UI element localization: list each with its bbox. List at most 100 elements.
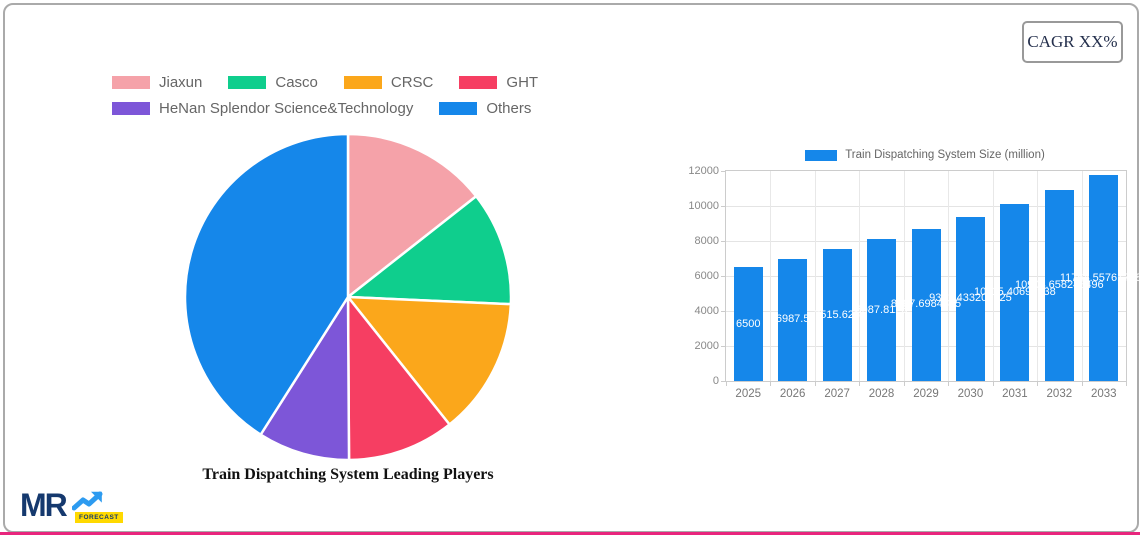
axis-tick [726, 381, 727, 386]
bar-legend-label: Train Dispatching System Size (million) [845, 149, 1045, 161]
gridline [859, 171, 861, 381]
axis-tick [948, 381, 950, 386]
x-tick-label: 2029 [913, 388, 939, 400]
legend-swatch [112, 76, 150, 89]
axis-tick [721, 311, 726, 312]
x-tick-label: 2025 [735, 388, 762, 400]
pie-slice [346, 295, 451, 462]
y-tick-label: 4000 [694, 305, 719, 317]
bar [1044, 190, 1074, 381]
bar [1089, 175, 1119, 381]
bar [867, 239, 897, 381]
y-tick-label: 0 [712, 375, 719, 387]
legend-item: CRSC [343, 74, 434, 91]
legend-label: HeNan Splendor Science&Technology [159, 100, 414, 117]
bar-value-label: 8087.8125 [855, 303, 908, 316]
bar-value-label: 6500 [735, 317, 761, 330]
y-tick-label: 6000 [694, 270, 719, 282]
x-tick-label: 2026 [779, 388, 806, 400]
gridline [770, 171, 772, 381]
gridline [903, 171, 905, 381]
trending-up-icon [72, 491, 103, 511]
legend-swatch [228, 76, 267, 89]
legend-swatch [459, 76, 498, 89]
axis-tick [1126, 381, 1127, 386]
y-tick-label: 2000 [694, 340, 719, 352]
bar-legend-swatch [805, 149, 838, 161]
bar-plot-area: 0 2000 4000 6000 8000 10000 12000 2025 2026 2027 2… [688, 165, 1140, 400]
pie-slice [346, 132, 478, 299]
axis-tick [721, 276, 726, 277]
bar-value-label: 6987.5 [775, 313, 810, 326]
x-tick-label: 2030 [957, 388, 984, 400]
legend-item: HeNan Splendor Science&Technology [112, 100, 413, 117]
bar [822, 249, 852, 381]
axis-tick [903, 381, 905, 386]
bar [911, 228, 941, 381]
gridline [1081, 171, 1083, 381]
x-tick-label: 2027 [824, 388, 850, 400]
x-tick-label: 2031 [1002, 388, 1028, 400]
x-tick-label: 2033 [1090, 388, 1117, 400]
axis-tick [721, 346, 726, 347]
legend-item: Jiaxun [112, 74, 202, 91]
axis-tick [1081, 381, 1083, 386]
gridline [814, 171, 816, 381]
axis-tick [721, 171, 726, 172]
pie-slice [346, 295, 513, 426]
bar-value-label: 11764.557617188 [1059, 271, 1140, 284]
bar-value-label: 8687.6984375 [890, 298, 962, 311]
mr-forecast-logo: MR FORECAST [20, 487, 123, 525]
pie-legend: Jiaxun Casco CRSC GHT HeNan Splendor Science… [112, 74, 612, 117]
legend-label: CRSC [390, 74, 434, 91]
bar [1000, 203, 1030, 381]
bar-value-label: 10904.658248496 [1014, 279, 1104, 292]
pie-slice [346, 195, 513, 306]
bar [733, 267, 763, 381]
legend-label: Others [486, 100, 532, 117]
logo-sub-badge: FORECAST [75, 512, 123, 523]
axis-tick [770, 381, 772, 386]
gridline [948, 171, 950, 381]
bar-value-label: 9381.433203125 [929, 292, 1012, 305]
gridline [1037, 171, 1039, 381]
bar [955, 216, 985, 381]
gridline [992, 171, 994, 381]
axis-tick [721, 381, 726, 382]
y-tick-label: 10000 [688, 200, 719, 212]
cagr-badge: CAGR XX% [1022, 21, 1123, 63]
pie-title: Train Dispatching System Leading Players [202, 466, 494, 483]
pie-chart [183, 132, 513, 462]
axis-tick [814, 381, 816, 386]
axis-tick [992, 381, 994, 386]
bar [778, 258, 808, 381]
bar-value-label: 10115.40695938 [973, 285, 1056, 298]
legend-label: Casco [275, 74, 318, 91]
legend-label: GHT [506, 74, 539, 91]
x-tick-label: 2028 [868, 388, 895, 400]
y-tick-label: 8000 [694, 235, 719, 247]
pie-slice [259, 295, 351, 462]
legend-label: Jiaxun [159, 74, 203, 91]
legend-item: Others [439, 100, 531, 117]
logo-text: MR [20, 487, 68, 523]
pie-slice [183, 132, 350, 436]
legend-item: Casco [228, 74, 318, 91]
bar-chart-legend: Train Dispatching System Size (million) [725, 148, 1125, 162]
bar-value-label: 7515.625 [814, 308, 861, 321]
axis-tick [1037, 381, 1039, 386]
bar-chart: Train Dispatching System Size (million) … [688, 142, 1140, 422]
x-tick-label: 2032 [1046, 388, 1073, 400]
axis-tick [859, 381, 861, 386]
bottom-accent-line [0, 532, 1140, 535]
legend-swatch [112, 102, 150, 115]
axis-tick [721, 241, 726, 242]
legend-item: GHT [459, 74, 538, 91]
legend-swatch [439, 102, 478, 115]
gridline [726, 206, 1126, 207]
cagr-badge-label: CAGR XX% [1027, 32, 1118, 51]
legend-swatch [343, 76, 382, 89]
y-tick-label: 12000 [688, 165, 719, 177]
axis-tick [721, 206, 726, 207]
